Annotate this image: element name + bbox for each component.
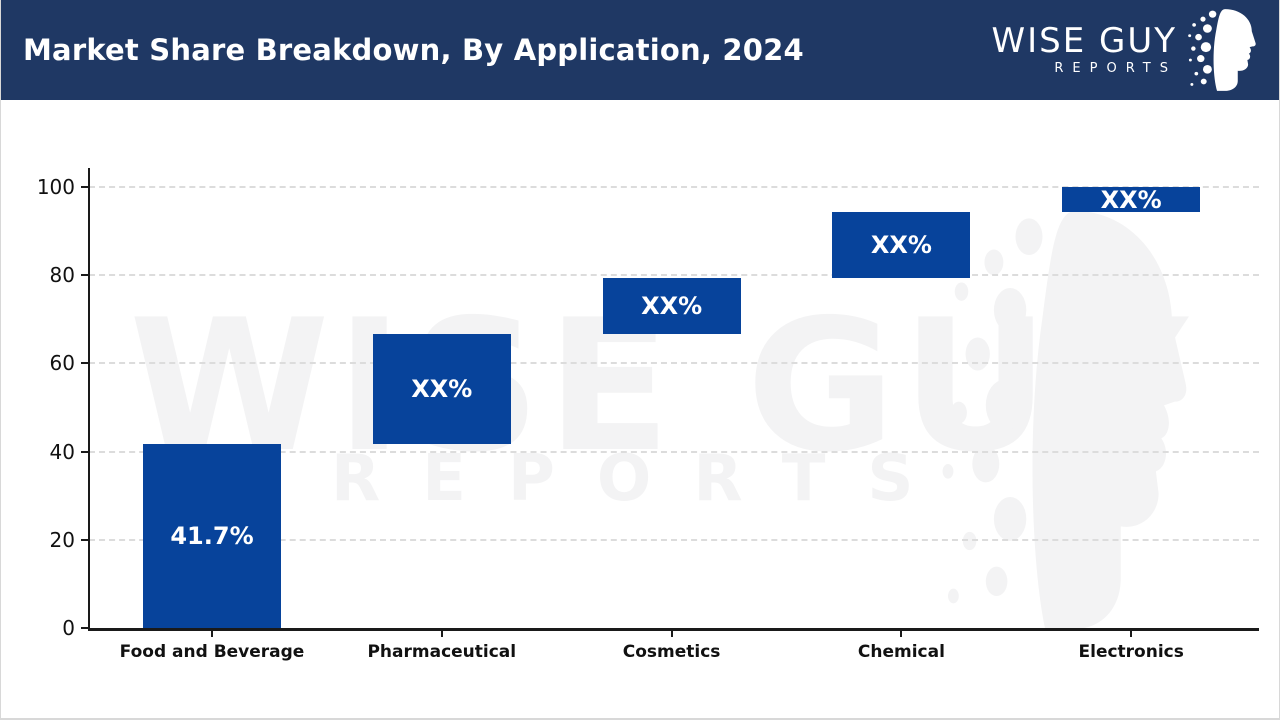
y-axis-line: [88, 168, 90, 630]
y-tick-80: [81, 274, 89, 277]
y-tick-label-100: 100: [36, 175, 75, 199]
brand-name: WISE GUY: [991, 21, 1177, 61]
brand-logo: WISE GUY REPORTS: [991, 7, 1257, 93]
waterfall-chart: WISE GUY REPORTS 0 20 40 60 80 100 41.7% Food a…: [1, 100, 1279, 718]
y-tick-label-60: 60: [49, 351, 75, 376]
bar-value-label: XX%: [1100, 185, 1162, 214]
bar-value-label: 41.7%: [170, 522, 254, 551]
gridline-80: [89, 274, 1259, 277]
header-bar: Market Share Breakdown, By Application, …: [1, 0, 1279, 100]
y-tick-label-20: 20: [49, 527, 75, 552]
y-tick-label-0: 0: [62, 616, 75, 640]
gridline-60: [89, 362, 1259, 365]
x-tick-0: [211, 628, 213, 637]
bar-cosmetics: XX%: [602, 278, 741, 334]
y-tick-20: [81, 538, 89, 541]
y-tick-60: [81, 362, 89, 365]
brand-subtitle: REPORTS: [1054, 61, 1177, 76]
x-category-label: Electronics: [1078, 642, 1184, 662]
bar-value-label: XX%: [870, 231, 932, 260]
bar-chemical: XX%: [832, 212, 971, 279]
x-tick-2: [670, 628, 673, 637]
watermark-reports-text: REPORTS: [331, 442, 956, 516]
y-tick-40: [81, 450, 89, 453]
x-category-label: Cosmetics: [622, 642, 721, 662]
gridline-40: [89, 450, 1259, 453]
x-axis-line: [88, 628, 1259, 631]
y-tick-label-40: 40: [49, 439, 75, 464]
x-tick-4: [1130, 628, 1133, 637]
brand-logo-text: WISE GUY REPORTS: [991, 24, 1177, 76]
bar-food-and-beverage: 41.7%: [143, 444, 281, 628]
y-tick-0: [81, 627, 89, 629]
x-category-label: Food and Beverage: [119, 642, 305, 662]
x-tick-1: [440, 628, 443, 637]
bar-electronics: XX%: [1062, 185, 1201, 214]
bar-value-label: XX%: [641, 292, 703, 321]
x-category-label: Pharmaceutical: [367, 642, 517, 662]
gridline-100: [89, 186, 1259, 188]
bar-value-label: XX%: [411, 374, 473, 403]
wise-guy-head-icon: [1183, 7, 1257, 93]
gridline-20: [89, 538, 1259, 541]
y-tick-100: [81, 186, 89, 188]
y-tick-label-80: 80: [49, 263, 75, 288]
x-category-label: Chemical: [857, 642, 945, 662]
page-title: Market Share Breakdown, By Application, …: [23, 33, 804, 67]
x-tick-3: [900, 628, 903, 637]
bar-pharmaceutical: XX%: [372, 333, 511, 445]
